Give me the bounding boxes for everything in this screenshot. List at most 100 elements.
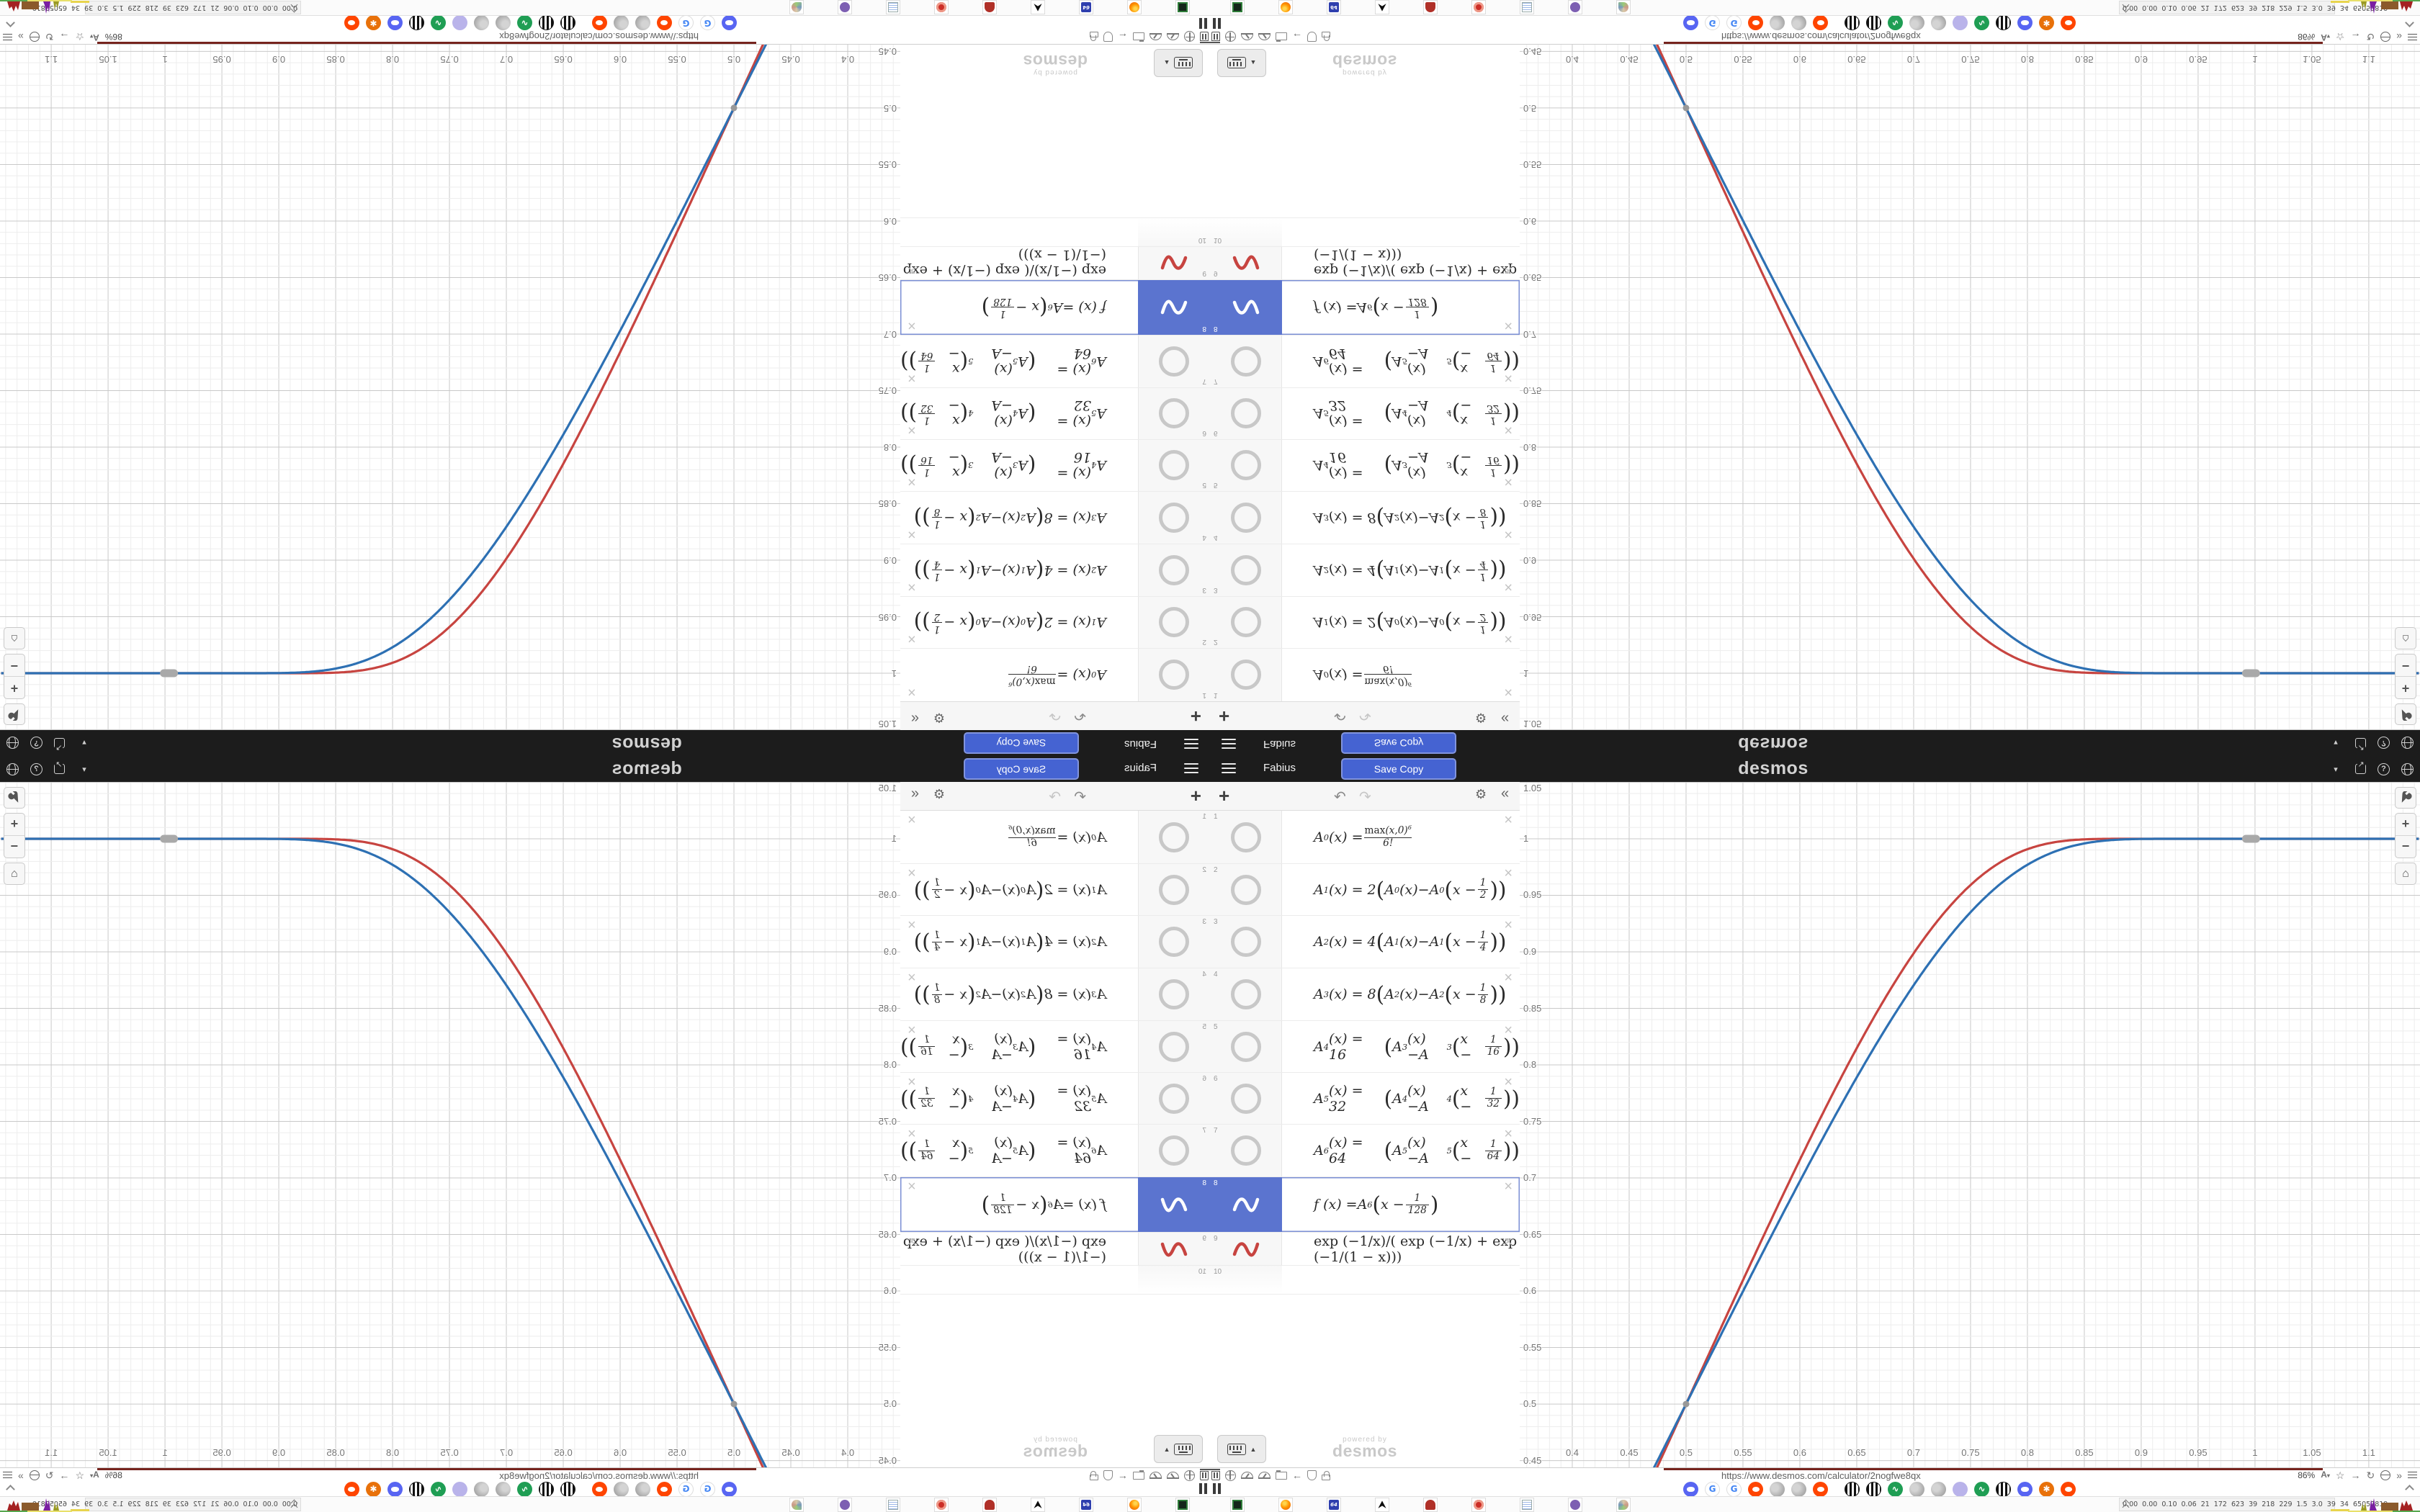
- zoom-level[interactable]: 86%: [104, 32, 122, 42]
- tab-favicon-google[interactable]: G: [1705, 15, 1720, 31]
- tab-favicon-trash[interactable]: [560, 1481, 575, 1497]
- taskbar-app-palette[interactable]: [1616, 1498, 1631, 1512]
- delete-expression-icon[interactable]: ×: [1504, 370, 1512, 386]
- expression-gutter[interactable]: 4: [1210, 492, 1282, 544]
- taskbar-app-terminal[interactable]: [1175, 0, 1190, 14]
- tab-favicon-desmos[interactable]: ∿: [431, 1481, 446, 1497]
- expression-math[interactable]: exp (−1/x)/( exp (−1/x) + exp (−1/(1 − x…: [1314, 1233, 1518, 1265]
- expression-math[interactable]: A 0 (x) = max(x,0)6 6!: [1314, 662, 1412, 688]
- hidden-expression-circle-icon[interactable]: [1230, 1083, 1261, 1114]
- pause-icon[interactable]: [1213, 18, 1223, 29]
- back-arrow-icon[interactable]: ←: [1118, 1470, 1128, 1481]
- back-arrow-icon[interactable]: ←: [1292, 1470, 1302, 1481]
- expression-math[interactable]: A 4 (x) = 16(A 3 (x)−A 3(x − 1 16)): [1314, 449, 1520, 482]
- expression-math[interactable]: A 3 (x) = 8(A 2 (x)−A 2(x − 1 8)): [1314, 505, 1507, 531]
- expression-gutter[interactable]: 6: [1210, 388, 1282, 439]
- expression-gutter[interactable]: 1: [1210, 811, 1282, 863]
- collapse-panel-icon[interactable]: «: [1501, 711, 1510, 726]
- redo-icon[interactable]: ↷: [1359, 707, 1371, 723]
- zoom-level[interactable]: 86%: [2298, 32, 2316, 42]
- tab-favicon-desmos[interactable]: ∿: [1974, 1481, 1989, 1497]
- expression-row-3[interactable]: 3 A 2 (x) = 4(A 1 (x)−A 1(x − 1 4)) ×: [900, 916, 1210, 968]
- expression-math[interactable]: A 1 (x) = 2(A 0 (x)−A 0(x − 1 2)): [1314, 610, 1507, 635]
- expression-gutter[interactable]: 3: [1138, 544, 1210, 596]
- gauge-icon[interactable]: [1167, 33, 1179, 40]
- hidden-expression-circle-icon[interactable]: [1159, 346, 1190, 377]
- taskbar-app-face[interactable]: [1568, 1498, 1582, 1512]
- delete-expression-icon[interactable]: ×: [908, 579, 916, 595]
- pause-icon[interactable]: [1197, 1483, 1207, 1494]
- taskbar-app-palette[interactable]: [789, 0, 804, 14]
- expression-row-5[interactable]: 5 A 4 (x) = 16(A 3 (x)−A 3(x − 1 16)) ×: [1210, 1021, 1520, 1073]
- expression-math[interactable]: A 2 (x) = 4(A 1 (x)−A 1(x − 1 4)): [1314, 558, 1507, 583]
- refresh-icon[interactable]: ↻: [45, 1470, 54, 1481]
- browser-menu-icon[interactable]: [3, 33, 12, 41]
- graph-settings-wrench-icon[interactable]: [2395, 703, 2416, 725]
- expression-math[interactable]: A 6 (x) = 64(A 5 (x)−A 5(x − 1 64)): [900, 1135, 1106, 1166]
- expression-math[interactable]: [900, 218, 1138, 246]
- undo-icon[interactable]: ↶: [1334, 789, 1346, 805]
- expression-gutter[interactable]: 2: [1210, 864, 1282, 915]
- taskbar-app-gearred[interactable]: [934, 1498, 949, 1512]
- tab-favicon-reddit[interactable]: [344, 1481, 359, 1497]
- zoom-out-button[interactable]: −: [10, 659, 19, 673]
- expression-gutter[interactable]: 7: [1138, 336, 1210, 387]
- lock-icon[interactable]: [1322, 32, 1330, 37]
- delete-expression-icon[interactable]: ×: [1504, 579, 1512, 595]
- gauge-icon[interactable]: [1150, 1472, 1162, 1479]
- chevron-down-icon[interactable]: ▾: [82, 738, 86, 747]
- expression-gutter[interactable]: 3: [1138, 916, 1210, 968]
- delete-expression-icon[interactable]: ×: [908, 1179, 916, 1194]
- home-button[interactable]: ⌂: [2395, 863, 2416, 885]
- expression-row-2[interactable]: 2 A 1 (x) = 2(A 0 (x)−A 0(x − 1 2)) ×: [900, 864, 1210, 916]
- taskbar-app-notepad[interactable]: [886, 1498, 900, 1512]
- expression-math[interactable]: A 3 (x) = 8(A 2 (x)−A 2(x − 1 8)): [1314, 981, 1507, 1007]
- expression-row-5[interactable]: 5 A 4 (x) = 16(A 3 (x)−A 3(x − 1 16)) ×: [1210, 439, 1520, 491]
- graph-settings-wrench-icon[interactable]: [2395, 787, 2416, 809]
- trash-icon[interactable]: [1211, 32, 1220, 42]
- save-copy-button[interactable]: Save Copy: [1341, 732, 1456, 754]
- expression-math[interactable]: [900, 1266, 1138, 1294]
- home-button[interactable]: ⌂: [4, 863, 25, 885]
- tab-favicon-gear[interactable]: ✱: [2039, 1481, 2054, 1497]
- tab-favicon-trash[interactable]: [539, 1481, 554, 1497]
- shield-icon[interactable]: [1103, 1470, 1113, 1480]
- expression-gutter[interactable]: 10: [1138, 1266, 1210, 1294]
- expression-gutter[interactable]: 10: [1210, 218, 1282, 246]
- hidden-expression-circle-icon[interactable]: [1159, 398, 1190, 429]
- hidden-expression-circle-icon[interactable]: [1159, 927, 1190, 957]
- edit-list-gear-icon[interactable]: ⚙: [933, 711, 945, 725]
- delete-expression-icon[interactable]: ×: [1504, 474, 1512, 490]
- taskbar-app-firefox[interactable]: [1127, 0, 1142, 14]
- keyboard-toggle-button[interactable]: ▲: [1217, 1435, 1266, 1463]
- delete-expression-icon[interactable]: ×: [1504, 262, 1512, 278]
- tab-favicon-reddit[interactable]: [2061, 15, 2076, 31]
- save-copy-button[interactable]: Save Copy: [964, 758, 1079, 780]
- expression-gutter[interactable]: 6: [1138, 388, 1210, 439]
- edit-list-gear-icon[interactable]: ⚙: [1475, 711, 1487, 725]
- expression-row-9[interactable]: 9 exp (−1/x)/( exp (−1/x) + exp (−1/(1 − …: [900, 246, 1210, 279]
- trash-icon[interactable]: [1200, 1470, 1209, 1480]
- tab-favicon-gear[interactable]: ✱: [366, 1481, 381, 1497]
- help-icon[interactable]: ?: [2378, 762, 2390, 775]
- edit-list-gear-icon[interactable]: ⚙: [933, 787, 945, 801]
- tab-favicon-reddit[interactable]: [1748, 15, 1763, 31]
- overflow-chevrons-icon[interactable]: »: [18, 1470, 24, 1481]
- tab-favicon-discord[interactable]: [722, 15, 737, 31]
- chevron-down-icon[interactable]: ▾: [2334, 738, 2338, 747]
- expression-gutter[interactable]: 9: [1210, 1233, 1282, 1265]
- pause-icon[interactable]: [1197, 18, 1207, 29]
- folder-icon[interactable]: [1276, 1470, 1287, 1480]
- delete-expression-icon[interactable]: ×: [1504, 1179, 1512, 1194]
- taskbar-app-face[interactable]: [838, 0, 852, 14]
- tab-favicon-reddit[interactable]: [657, 15, 672, 31]
- delete-expression-icon[interactable]: ×: [908, 526, 916, 542]
- graph-canvas[interactable]: [0, 782, 900, 1467]
- tab-favicon-fish[interactable]: [1770, 1481, 1785, 1497]
- tab-favicon-reddit[interactable]: [344, 15, 359, 31]
- pause-icon[interactable]: [1213, 1483, 1223, 1494]
- taskbar-app-bird[interactable]: [1031, 1498, 1045, 1512]
- lock-icon[interactable]: [1090, 32, 1098, 37]
- tab-favicon-fish[interactable]: [635, 15, 650, 31]
- tab-favicon-fish[interactable]: [1909, 1481, 1924, 1497]
